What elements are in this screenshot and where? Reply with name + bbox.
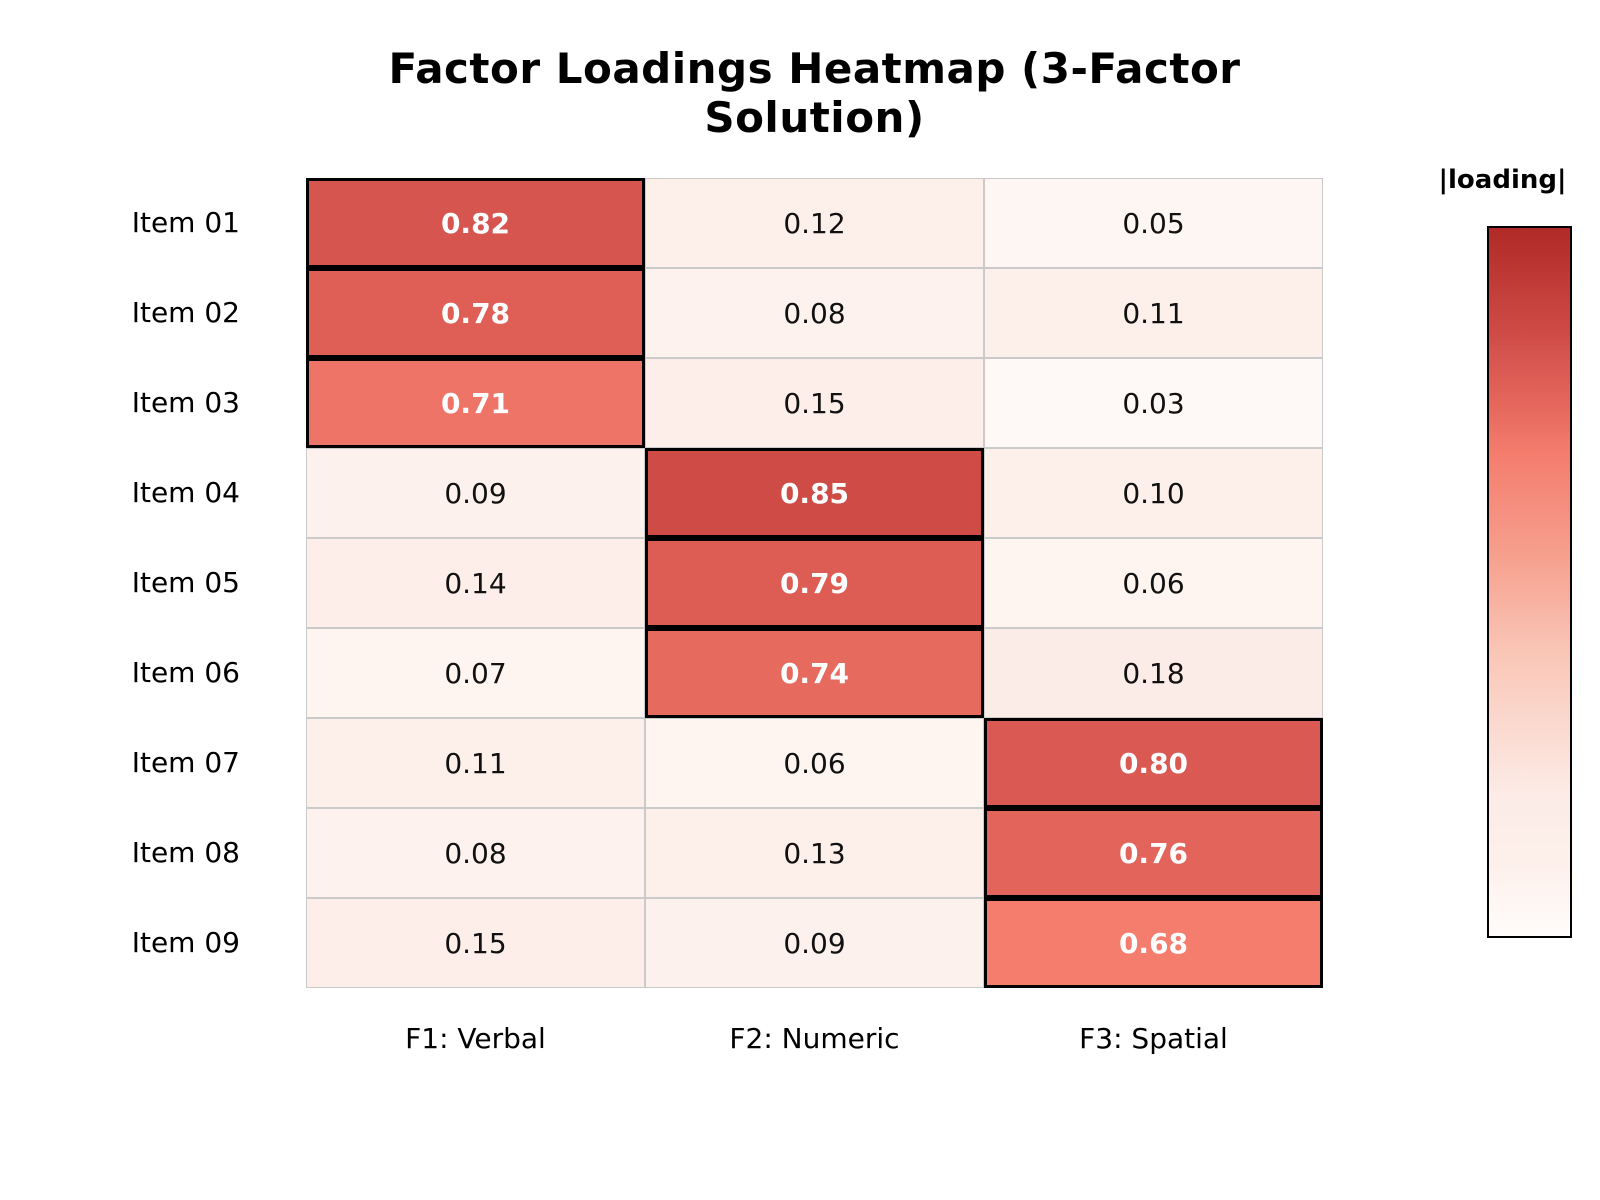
heatmap-cell: 0.05 xyxy=(984,178,1323,268)
row-label: Item 08 xyxy=(131,836,240,869)
heatmap-cell: 0.79 xyxy=(645,538,984,628)
heatmap-cell: 0.14 xyxy=(306,538,645,628)
heatmap-cell: 0.85 xyxy=(645,448,984,538)
row-label: Item 09 xyxy=(131,926,240,959)
row-label: Item 04 xyxy=(131,476,240,509)
colorbar xyxy=(1487,226,1572,938)
heatmap-cell: 0.15 xyxy=(645,358,984,448)
row-label: Item 02 xyxy=(131,296,240,329)
heatmap-cell: 0.13 xyxy=(645,808,984,898)
row-label: Item 05 xyxy=(131,566,240,599)
col-label: F3: Spatial xyxy=(1079,1022,1228,1055)
heatmap-cell: 0.12 xyxy=(645,178,984,268)
heatmap-cell: 0.18 xyxy=(984,628,1323,718)
row-label: Item 01 xyxy=(131,206,240,239)
heatmap-cell: 0.06 xyxy=(645,718,984,808)
heatmap-cell: 0.08 xyxy=(306,808,645,898)
heatmap-cell: 0.78 xyxy=(306,268,645,358)
heatmap-cell: 0.82 xyxy=(306,178,645,268)
heatmap-cell: 0.68 xyxy=(984,898,1323,988)
heatmap-cell: 0.03 xyxy=(984,358,1323,448)
row-label: Item 06 xyxy=(131,656,240,689)
col-label: F1: Verbal xyxy=(405,1022,546,1055)
row-label: Item 07 xyxy=(131,746,240,779)
heatmap-cell: 0.71 xyxy=(306,358,645,448)
heatmap-cell: 0.10 xyxy=(984,448,1323,538)
heatmap-cell: 0.09 xyxy=(645,898,984,988)
heatmap-cell: 0.15 xyxy=(306,898,645,988)
heatmap-cell: 0.06 xyxy=(984,538,1323,628)
heatmap-cell: 0.08 xyxy=(645,268,984,358)
heatmap-cell: 0.09 xyxy=(306,448,645,538)
heatmap-cell: 0.11 xyxy=(984,268,1323,358)
heatmap-cell: 0.76 xyxy=(984,808,1323,898)
heatmap-cell: 0.07 xyxy=(306,628,645,718)
col-label: F2: Numeric xyxy=(729,1022,900,1055)
chart-title: Factor Loadings Heatmap (3-Factor Soluti… xyxy=(388,44,1241,142)
row-label: Item 03 xyxy=(131,386,240,419)
heatmap-cell: 0.74 xyxy=(645,628,984,718)
colorbar-label: |loading| xyxy=(1438,165,1567,195)
heatmap-cell: 0.11 xyxy=(306,718,645,808)
heatmap-grid: 0.82 0.12 0.05 0.78 0.08 0.11 0.71 0.15 0.03 0.09… xyxy=(306,178,1323,988)
heatmap-cell: 0.80 xyxy=(984,718,1323,808)
